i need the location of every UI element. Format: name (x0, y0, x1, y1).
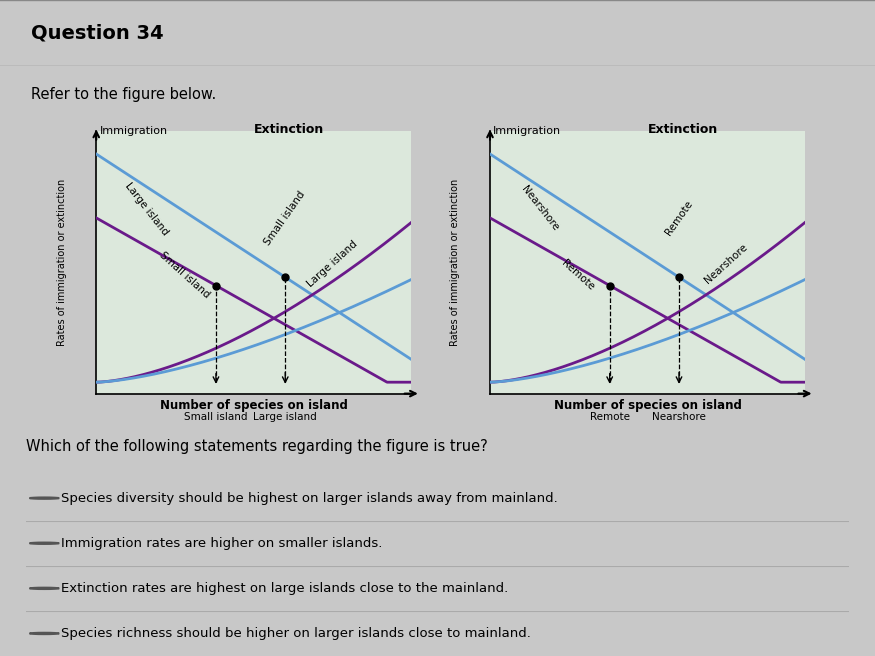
Text: Nearshore: Nearshore (703, 242, 750, 285)
Text: Small island: Small island (185, 412, 248, 422)
Text: Number of species on island: Number of species on island (160, 399, 347, 411)
Text: Question 34: Question 34 (31, 24, 164, 42)
Text: Small island: Small island (158, 250, 212, 300)
Text: Extinction rates are highest on large islands close to the mainland.: Extinction rates are highest on large is… (60, 582, 508, 595)
Text: Extinction: Extinction (648, 123, 718, 136)
Text: Remote: Remote (663, 199, 695, 237)
Text: Large island: Large island (254, 412, 317, 422)
Text: Species richness should be higher on larger islands close to mainland.: Species richness should be higher on lar… (60, 627, 530, 640)
Text: Immigration rates are higher on smaller islands.: Immigration rates are higher on smaller … (60, 537, 382, 550)
Text: Large island: Large island (123, 180, 171, 237)
Text: Extinction: Extinction (254, 123, 324, 136)
Text: Remote: Remote (560, 258, 597, 292)
Text: Rates of immigration or extinction: Rates of immigration or extinction (451, 179, 460, 346)
Text: Refer to the figure below.: Refer to the figure below. (31, 87, 216, 102)
Text: Nearshore: Nearshore (652, 412, 706, 422)
Text: Immigration: Immigration (493, 126, 561, 136)
Text: Species diversity should be highest on larger islands away from mainland.: Species diversity should be highest on l… (60, 491, 557, 504)
Text: Large island: Large island (305, 239, 360, 289)
Text: Remote: Remote (590, 412, 630, 422)
Text: Which of the following statements regarding the figure is true?: Which of the following statements regard… (26, 439, 488, 453)
Text: Rates of immigration or extinction: Rates of immigration or extinction (57, 179, 66, 346)
Text: Small island: Small island (263, 189, 307, 247)
Text: Nearshore: Nearshore (520, 184, 561, 233)
Text: Immigration: Immigration (100, 126, 167, 136)
Text: Number of species on island: Number of species on island (554, 399, 741, 411)
